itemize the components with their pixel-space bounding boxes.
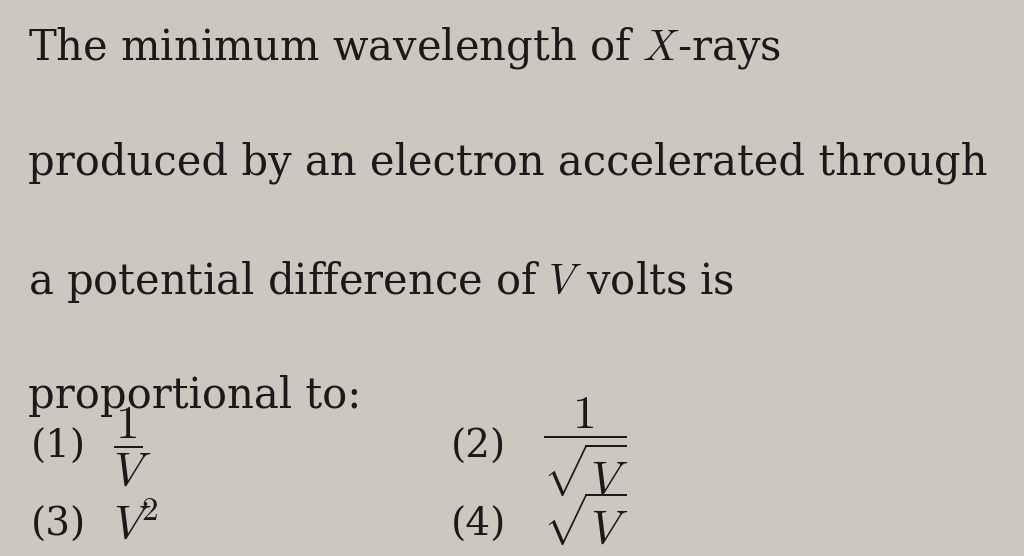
Text: The minimum wavelength of $X$-rays: The minimum wavelength of $X$-rays (28, 25, 780, 71)
Text: $\dfrac{1}{V}$: $\dfrac{1}{V}$ (113, 406, 151, 489)
Text: (4): (4) (451, 507, 506, 544)
Text: (2): (2) (451, 429, 506, 466)
Text: $V^{\!2}$: $V^{\!2}$ (113, 503, 158, 548)
Text: a potential difference of $V$ volts is: a potential difference of $V$ volts is (28, 259, 734, 305)
Text: (1): (1) (31, 429, 86, 466)
Text: $\sqrt{V}$: $\sqrt{V}$ (543, 497, 629, 554)
Text: (3): (3) (31, 507, 86, 544)
Text: produced by an electron accelerated through: produced by an electron accelerated thro… (28, 142, 987, 184)
Text: $\dfrac{1}{\sqrt{V}}$: $\dfrac{1}{\sqrt{V}}$ (543, 396, 629, 499)
Text: proportional to:: proportional to: (28, 375, 360, 418)
